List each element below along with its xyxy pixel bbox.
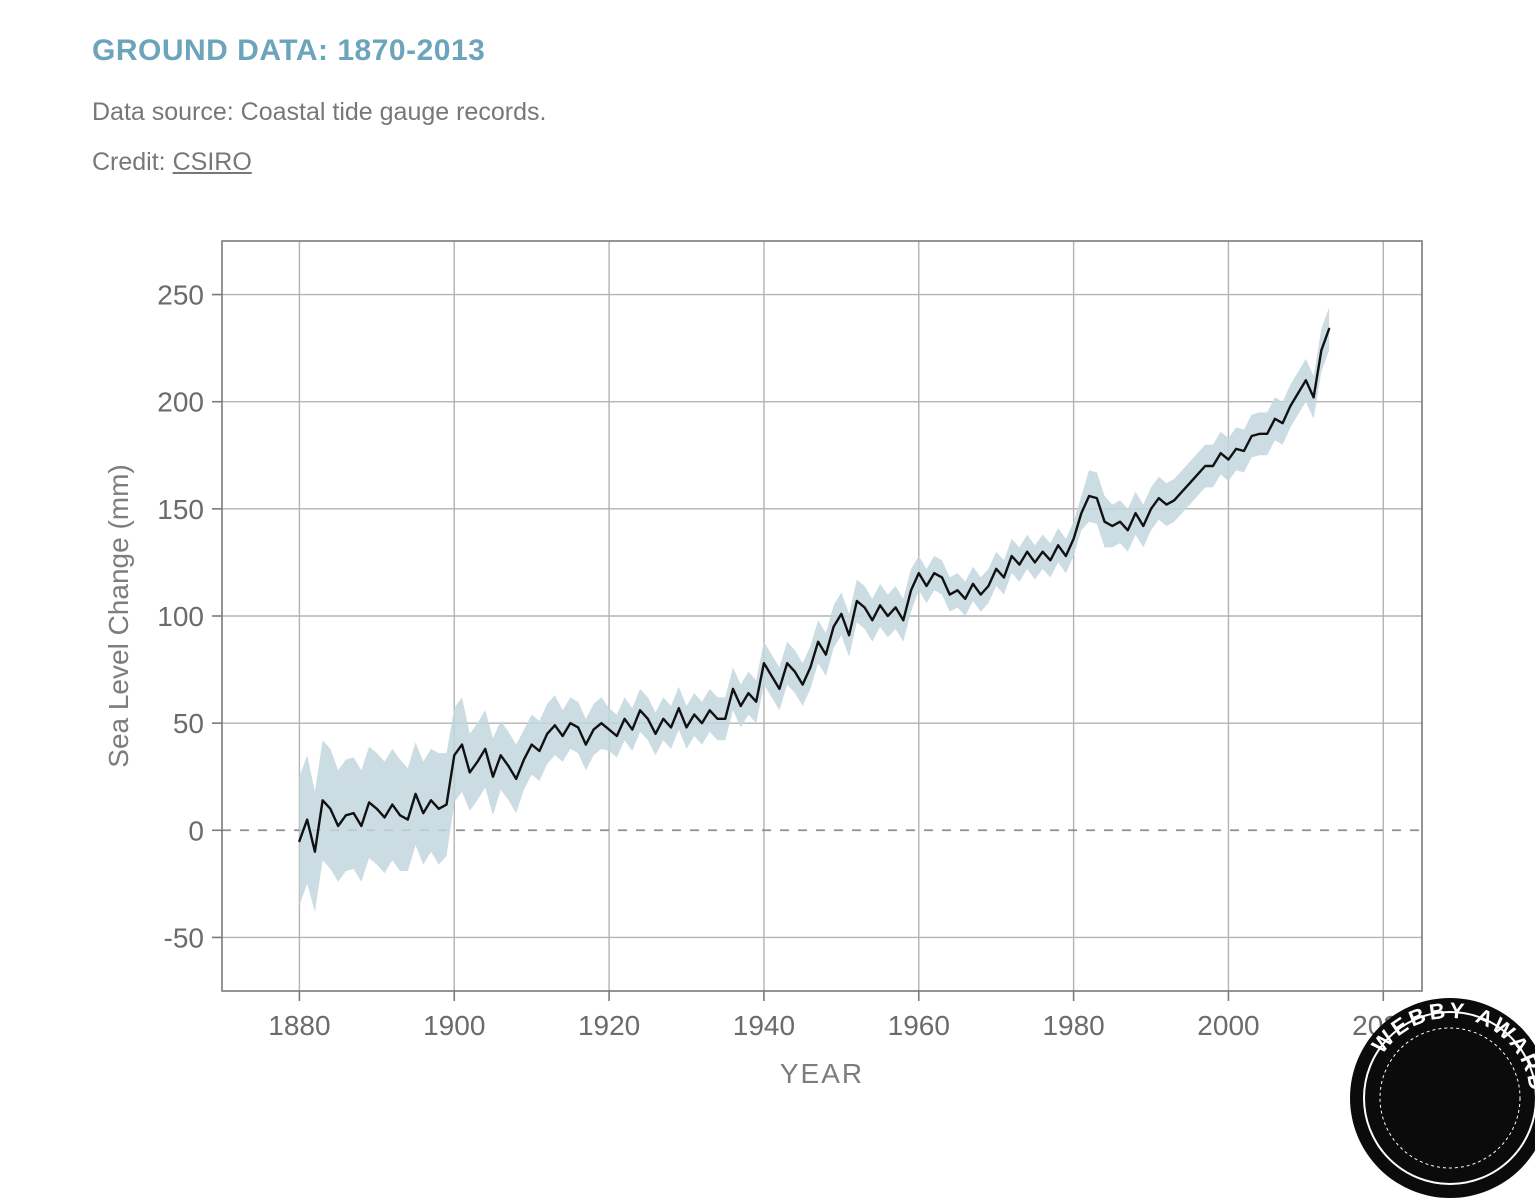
y-tick-label: 150 — [157, 493, 204, 524]
page-title: GROUND DATA: 1870-2013 — [92, 34, 1455, 68]
x-tick-label: 1980 — [1042, 1010, 1104, 1041]
credit-line: Credit: CSIRO — [92, 144, 1455, 180]
y-tick-label: 100 — [157, 601, 204, 632]
y-tick-label: 0 — [188, 815, 204, 846]
sea-level-chart: -50 0 50 100 150 200 250 1880 1900 1920 1940 1960 19… — [92, 221, 1455, 1111]
y-tick-label: 200 — [157, 386, 204, 417]
y-tick-label: 50 — [173, 708, 204, 739]
chart-svg: -50 0 50 100 150 200 250 1880 1900 1920 1940 1960 19… — [92, 221, 1455, 1111]
data-source-line: Data source: Coastal tide gauge records. — [92, 94, 1455, 130]
x-tick-label: 2020 — [1352, 1010, 1414, 1041]
x-axis-label: YEAR — [780, 1058, 864, 1089]
y-tick-label: 250 — [157, 279, 204, 310]
x-tick-label: 1880 — [268, 1010, 330, 1041]
y-tick-label: -50 — [164, 922, 204, 953]
x-tick-label: 1900 — [423, 1010, 485, 1041]
x-tick-label: 1940 — [733, 1010, 795, 1041]
y-axis-label: Sea Level Change (mm) — [103, 464, 134, 767]
x-tick-label: 1920 — [578, 1010, 640, 1041]
credit-link[interactable]: CSIRO — [173, 148, 252, 176]
x-tick-label: 1960 — [888, 1010, 950, 1041]
page: GROUND DATA: 1870-2013 Data source: Coas… — [0, 0, 1535, 1163]
x-tick-label: 2000 — [1197, 1010, 1259, 1041]
credit-prefix: Credit: — [92, 148, 173, 176]
